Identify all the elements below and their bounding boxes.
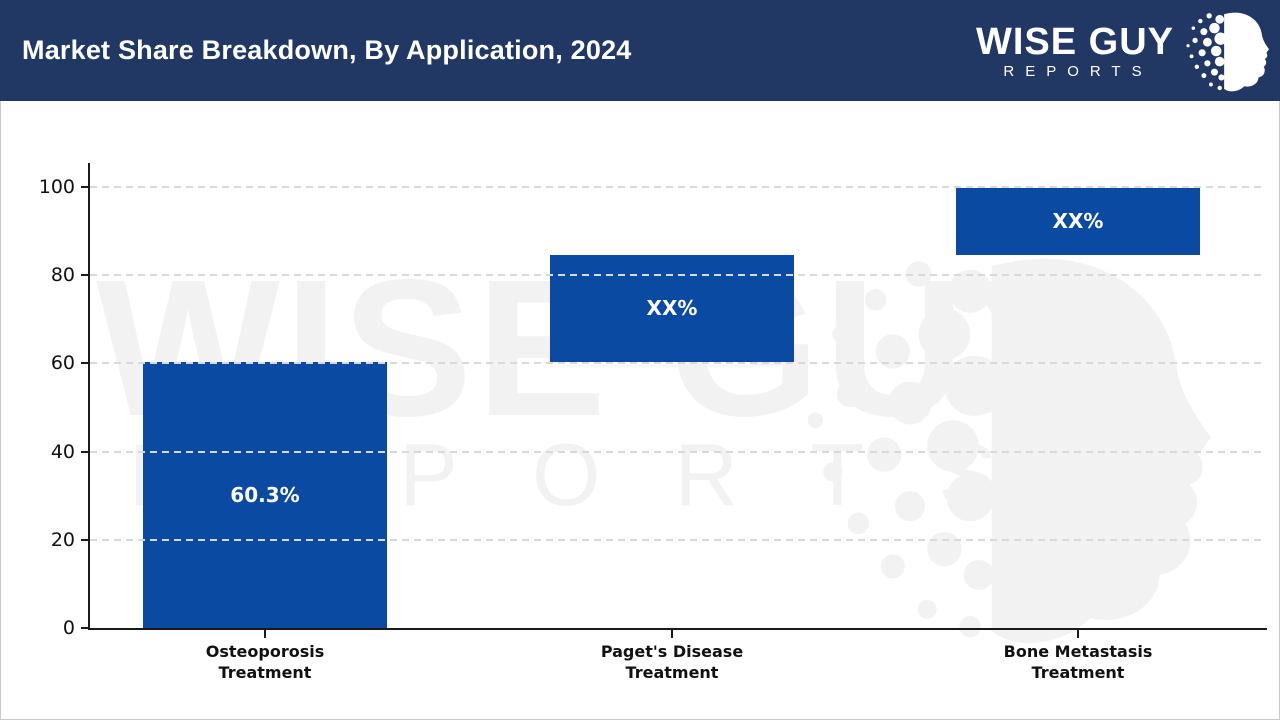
category-line1: Bone Metastasis [1003, 642, 1153, 661]
x-tick-mark [264, 630, 266, 638]
brand-wordmark: WISE GUY REPORTS [976, 22, 1174, 80]
y-tick-mark [81, 362, 89, 365]
y-axis-tick-label: 60 [50, 352, 75, 375]
bar-value-label: 60.3% [230, 483, 300, 508]
page-title: Market Share Breakdown, By Application, … [22, 35, 632, 65]
brand-logo: WISE GUY REPORTS [976, 0, 1272, 101]
y-axis-line [88, 163, 90, 630]
x-tick-mark [671, 630, 673, 638]
x-axis-category-label: Bone Metastasis Treatment [948, 641, 1208, 683]
y-tick-mark [81, 274, 89, 277]
y-axis-tick-label: 20 [50, 528, 75, 551]
gridline [90, 538, 1265, 541]
y-axis-tick-label: 40 [50, 440, 75, 463]
chart-body: WISE GUY REPORTS [0, 101, 1280, 720]
head-profile-logo-icon [1186, 12, 1269, 91]
y-axis-tick-label: 100 [38, 176, 75, 198]
bar-bone-metastasis-treatment: XX% [956, 187, 1200, 255]
y-axis-tick-label: 0 [62, 617, 75, 639]
y-tick-mark [81, 450, 89, 453]
gridline [90, 274, 1265, 277]
plot-area: 0 20 40 60 80 100 60.3% XX% XX% Osteopor… [1, 101, 1279, 719]
x-tick-mark [1077, 630, 1079, 638]
category-line1: Paget's Disease [600, 642, 744, 661]
gridline [90, 186, 1265, 188]
y-tick-mark [81, 538, 89, 541]
x-axis-category-label: Paget's Disease Treatment [542, 641, 802, 683]
x-axis-category-label: Osteoporosis Treatment [135, 641, 395, 683]
bar-value-label: XX% [1052, 209, 1104, 234]
gridline [90, 362, 1265, 365]
x-axis-line [88, 628, 1267, 630]
bar-pagets-disease-treatment: XX% [550, 254, 794, 363]
gridline [90, 450, 1265, 453]
category-line1: Osteoporosis [205, 642, 325, 661]
brand-name: WISE GUY [975, 20, 1174, 63]
category-line2: Treatment [218, 663, 312, 682]
y-tick-mark [81, 186, 89, 188]
y-tick-mark [81, 627, 89, 629]
bar-osteoporosis-treatment: 60.3% [143, 362, 387, 628]
category-line2: Treatment [625, 663, 719, 682]
brand-subtitle: REPORTS [1003, 62, 1153, 80]
header-bar: Market Share Breakdown, By Application, … [0, 0, 1280, 101]
category-line2: Treatment [1031, 663, 1125, 682]
y-axis-tick-label: 80 [50, 264, 75, 287]
bar-value-label: XX% [646, 296, 698, 321]
